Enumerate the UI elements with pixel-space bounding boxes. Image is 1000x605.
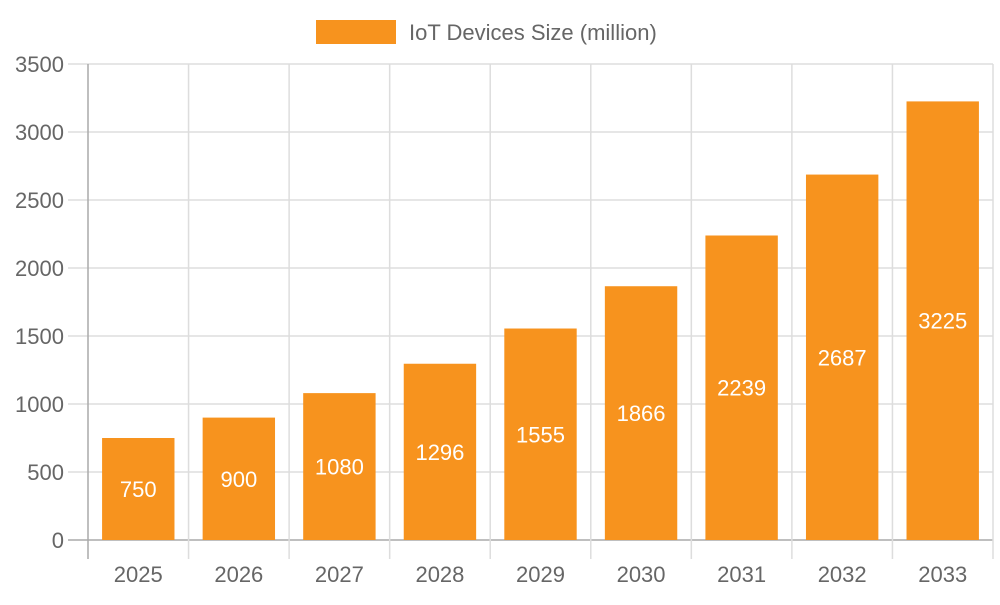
x-tick-label: 2026 (214, 562, 263, 587)
bar-2025[interactable] (102, 438, 175, 540)
bar-2032[interactable] (805, 174, 879, 540)
bar-2030[interactable] (604, 286, 678, 540)
y-tick-label: 500 (27, 460, 64, 485)
data-label-2030: 1866 (617, 401, 666, 426)
data-label-2025: 750 (120, 477, 157, 502)
data-label-2031: 2239 (717, 376, 766, 401)
data-label-2032: 2687 (818, 345, 867, 370)
x-tick-label: 2028 (415, 562, 464, 587)
bar-2029[interactable] (504, 328, 577, 540)
data-label-2033: 3225 (918, 309, 967, 334)
x-tick-label: 2025 (114, 562, 163, 587)
bar-2031[interactable] (705, 235, 778, 540)
y-tick-label: 3000 (15, 120, 64, 145)
x-tick-label: 2031 (717, 562, 766, 587)
x-tick-label: 2030 (617, 562, 666, 587)
y-tick-label: 1500 (15, 324, 64, 349)
bar-2033[interactable] (906, 101, 979, 541)
bar-2027[interactable] (303, 393, 376, 540)
y-tick-label: 3500 (15, 52, 64, 77)
legend-swatch (316, 20, 396, 44)
legend-label: IoT Devices Size (million) (409, 20, 657, 45)
x-tick-label: 2029 (516, 562, 565, 587)
data-label-2029: 1555 (516, 422, 565, 447)
x-tick-label: 2033 (918, 562, 967, 587)
y-tick-label: 0 (52, 528, 64, 553)
y-tick-label: 2500 (15, 188, 64, 213)
data-label-2028: 1296 (415, 440, 464, 465)
bar-2028[interactable] (403, 363, 477, 540)
y-tick-label: 1000 (15, 392, 64, 417)
y-tick-label: 2000 (15, 256, 64, 281)
data-label-2026: 900 (220, 467, 257, 492)
data-label-2027: 1080 (315, 455, 364, 480)
x-tick-label: 2027 (315, 562, 364, 587)
bar-2026[interactable] (202, 417, 276, 540)
legend[interactable]: IoT Devices Size (million) (316, 20, 657, 45)
x-tick-label: 2032 (818, 562, 867, 587)
